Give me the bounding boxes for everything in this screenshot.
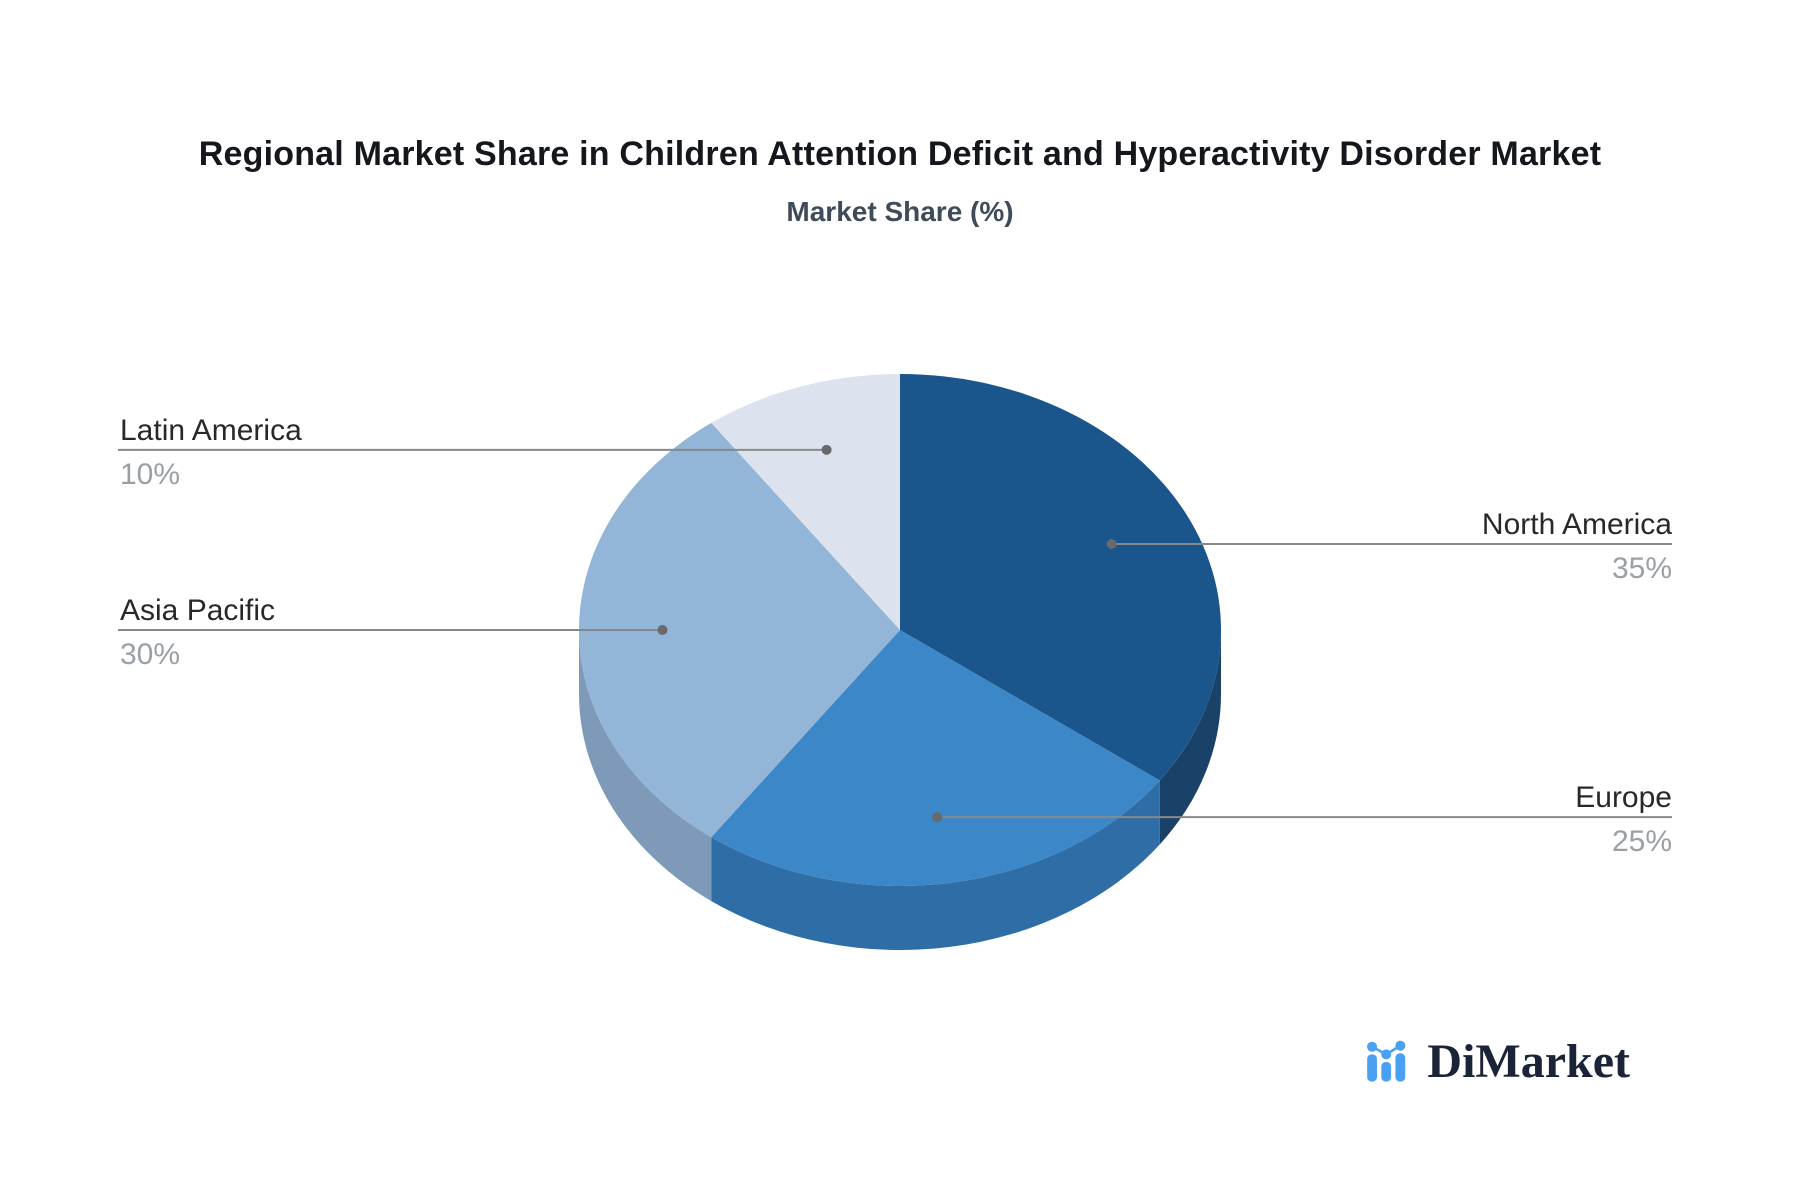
chart-subtitle: Market Share (%) <box>786 196 1014 227</box>
callout-north-america: North America 35% <box>1106 508 1672 585</box>
callout-label-europe: Europe <box>1575 781 1672 814</box>
pie-slice-asia-pacific[interactable] <box>578 422 900 838</box>
callout-dot-north-america <box>1106 538 1117 549</box>
callout-latin-america: Latin America 10% <box>118 414 832 491</box>
pie-slice-north-america[interactable] <box>900 374 1221 781</box>
brand-logo[interactable]: DiMarket <box>1365 1038 1630 1086</box>
callout-label-asia-pacific: Asia Pacific <box>120 594 275 627</box>
pie-slice-europe-side <box>711 780 1160 950</box>
callout-value-north-america: 35% <box>1612 552 1672 585</box>
callout-label-north-america: North America <box>1482 508 1672 541</box>
callout-europe: Europe 25% <box>932 781 1672 858</box>
pie-sides <box>579 630 1221 950</box>
callout-label-latin-america: Latin America <box>120 414 302 447</box>
pie-tops <box>578 374 1221 886</box>
pie-callouts: North America 35% Europe 25% Asia Pacific 30%… <box>118 414 1672 858</box>
pie-slice-europe[interactable] <box>711 630 1160 886</box>
callout-value-latin-america: 10% <box>120 458 180 491</box>
callout-asia-pacific: Asia Pacific 30% <box>118 594 668 671</box>
callout-dot-europe <box>932 812 943 823</box>
callout-dot-asia-pacific <box>657 625 668 635</box>
chart-title: Regional Market Share in Children Attent… <box>198 135 1602 173</box>
brand-name: DiMarket <box>1427 1035 1630 1088</box>
callout-value-asia-pacific: 30% <box>120 638 180 671</box>
callout-dot-latin-america <box>821 444 832 455</box>
pie-slice-asia-pacific-side <box>579 630 712 902</box>
callout-value-europe: 25% <box>1612 825 1672 858</box>
bar-line-chart-logo-icon <box>1367 1040 1406 1082</box>
pie-slice-latin-america[interactable] <box>711 374 900 630</box>
pie-slice-north-america-side <box>1159 630 1221 845</box>
